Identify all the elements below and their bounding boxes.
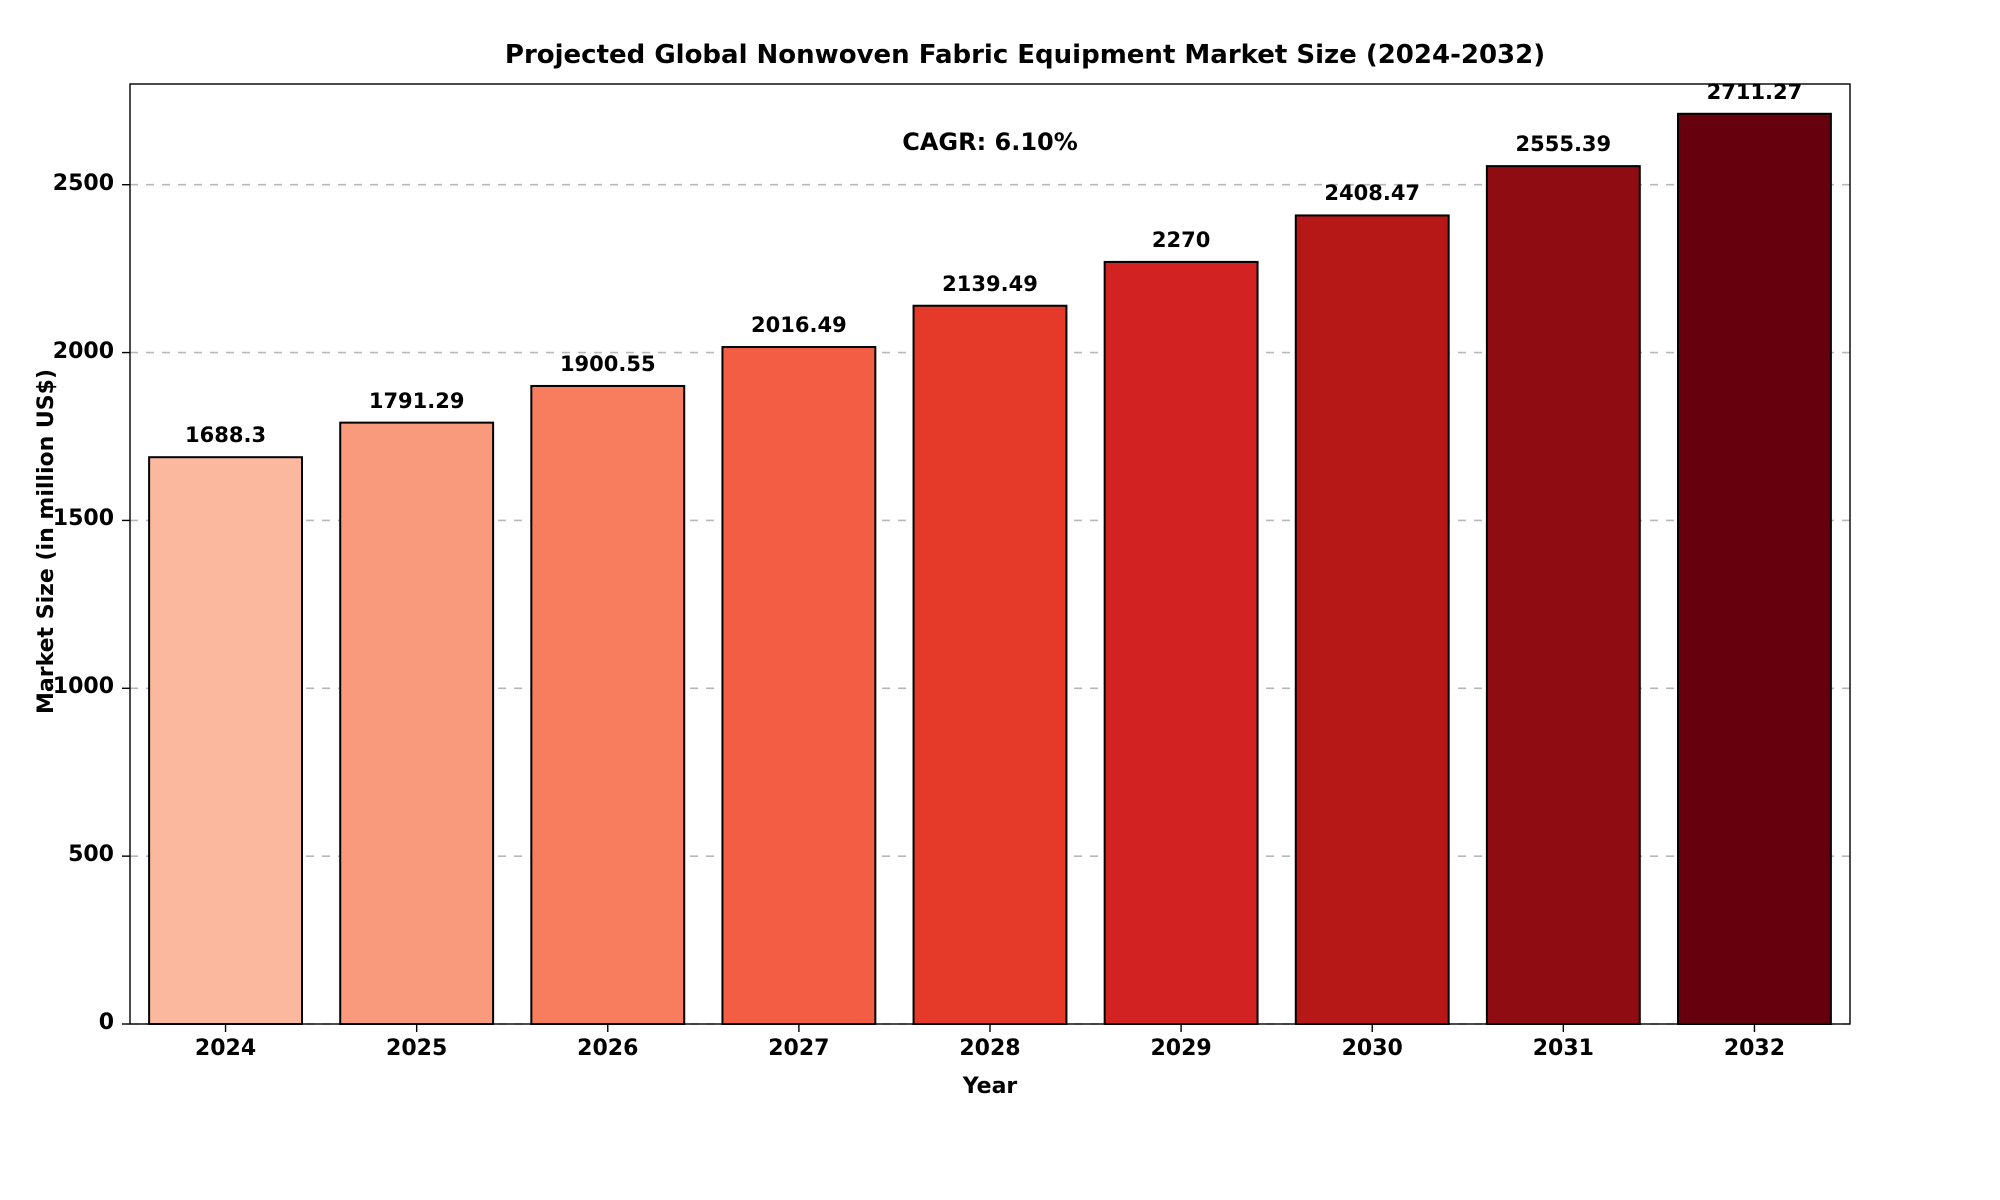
chart-svg — [130, 84, 1850, 1024]
bar-value-label: 2016.49 — [751, 313, 847, 337]
y-tick-label: 1000 — [53, 674, 114, 699]
y-axis-label: Market Size (in million US$) — [34, 369, 59, 714]
y-tick-label: 2000 — [53, 339, 114, 364]
x-tick-label: 2024 — [186, 1036, 266, 1061]
x-tick-label: 2030 — [1332, 1036, 1412, 1061]
y-tick-label: 2500 — [53, 171, 114, 196]
x-tick-label: 2027 — [759, 1036, 839, 1061]
bar-value-label: 1688.3 — [185, 423, 266, 447]
x-tick-label: 2025 — [377, 1036, 457, 1061]
y-tick-label: 1500 — [53, 506, 114, 531]
chart-container: Projected Global Nonwoven Fabric Equipme… — [130, 40, 1920, 1140]
x-tick-label: 2028 — [950, 1036, 1030, 1061]
bar-value-label: 1900.55 — [560, 352, 656, 376]
cagr-annotation: CAGR: 6.10% — [902, 128, 1078, 156]
bar-value-label: 2139.49 — [942, 272, 1038, 296]
y-tick-label: 0 — [99, 1010, 114, 1035]
plot-area: Market Size (in million US$) CAGR: 6.10%… — [130, 84, 1850, 1024]
bar-value-label: 1791.29 — [369, 389, 465, 413]
bar-value-label: 2555.39 — [1516, 132, 1612, 156]
bar-value-label: 2711.27 — [1707, 80, 1803, 104]
bar-value-label: 2270 — [1152, 228, 1210, 252]
y-tick-label: 500 — [68, 842, 114, 867]
chart-title: Projected Global Nonwoven Fabric Equipme… — [130, 40, 1920, 70]
x-tick-label: 2031 — [1523, 1036, 1603, 1061]
x-tick-label: 2026 — [568, 1036, 648, 1061]
bar-value-label: 2408.47 — [1324, 181, 1420, 205]
x-tick-label: 2029 — [1141, 1036, 1221, 1061]
x-tick-label: 2032 — [1714, 1036, 1794, 1061]
x-axis-label: Year — [130, 1074, 1850, 1099]
